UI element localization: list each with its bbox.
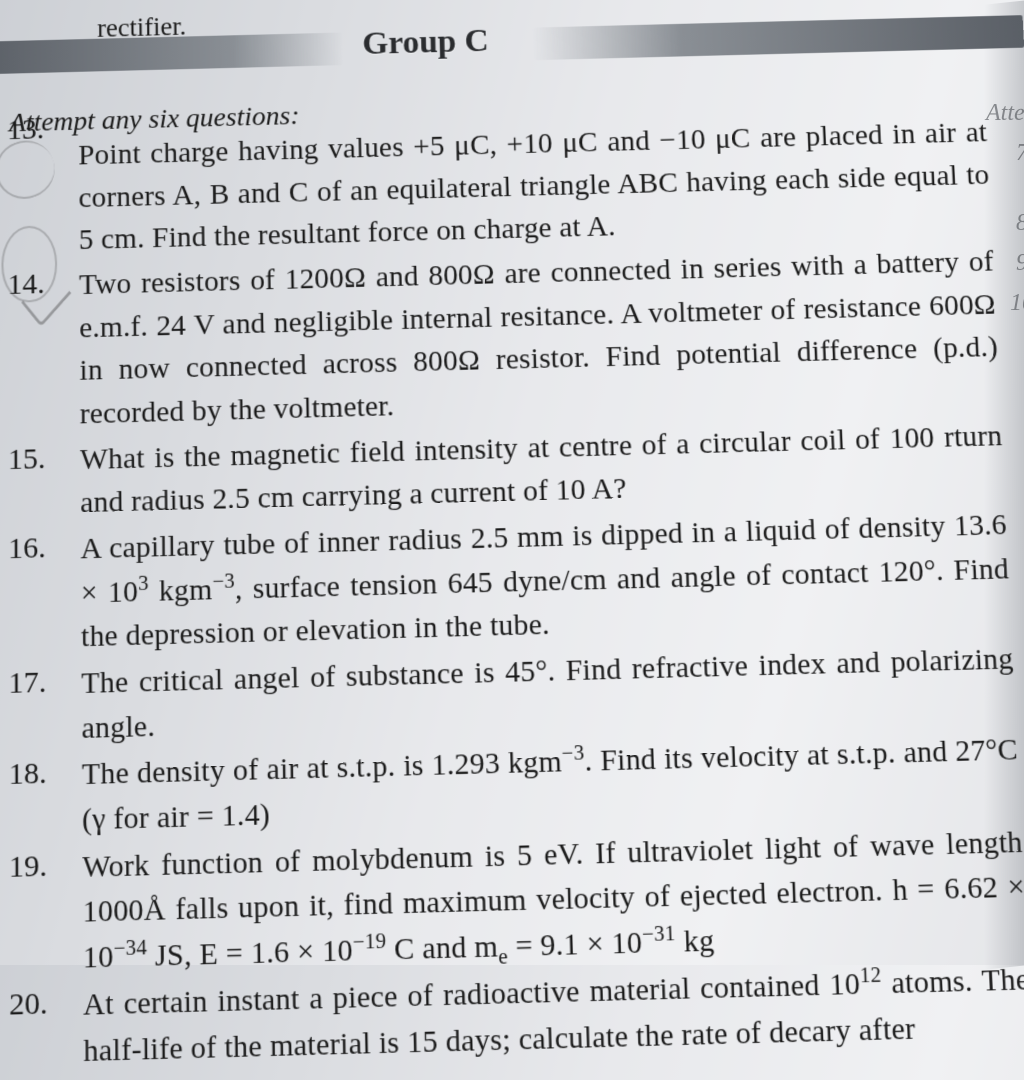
question-number: 15.	[0, 439, 80, 477]
banner-bar-right	[533, 15, 1024, 60]
next-page-text: 10	[1010, 290, 1024, 317]
question-text: A capillary tube of inner radius 2.5 mm …	[80, 503, 1024, 660]
next-page-text: 9.	[1016, 250, 1024, 277]
question-19: 19. Work function of molybdenum is 5 eV.…	[1, 820, 1024, 984]
question-number: 18.	[0, 753, 81, 792]
question-16: 16. A capillary tube of inner radius 2.5…	[0, 503, 1024, 662]
question-number: 20.	[1, 984, 83, 1024]
question-number: 14.	[0, 265, 79, 302]
banner-bar-left	[0, 33, 343, 75]
question-number: 19.	[1, 845, 83, 884]
next-page-text: 8.	[1016, 210, 1024, 237]
question-14: 14. Two resistors of 1200Ω and 800Ω are …	[0, 241, 1023, 439]
question-text: Work function of molybdenum is 5 eV. If …	[82, 820, 1024, 982]
question-13: 13. Point charge having values +5 μC, +1…	[0, 87, 1014, 265]
question-number: 13.	[0, 110, 78, 147]
question-number: 16.	[0, 528, 81, 566]
next-page-text: Attem	[986, 100, 1024, 127]
question-number: 17.	[0, 662, 81, 701]
questions-list: 13. Point charge having values +5 μC, +1…	[0, 87, 1024, 1080]
question-text: Point charge having values +5 μC, +10 μC…	[78, 87, 1014, 263]
group-label: Group C	[362, 23, 489, 63]
next-page-text: 7.	[1016, 140, 1024, 167]
question-text: Two resistors of 1200Ω and 800Ω are conn…	[79, 241, 1023, 437]
page-surface: rectifier. Group C Attempt any six quest…	[0, 0, 1024, 990]
